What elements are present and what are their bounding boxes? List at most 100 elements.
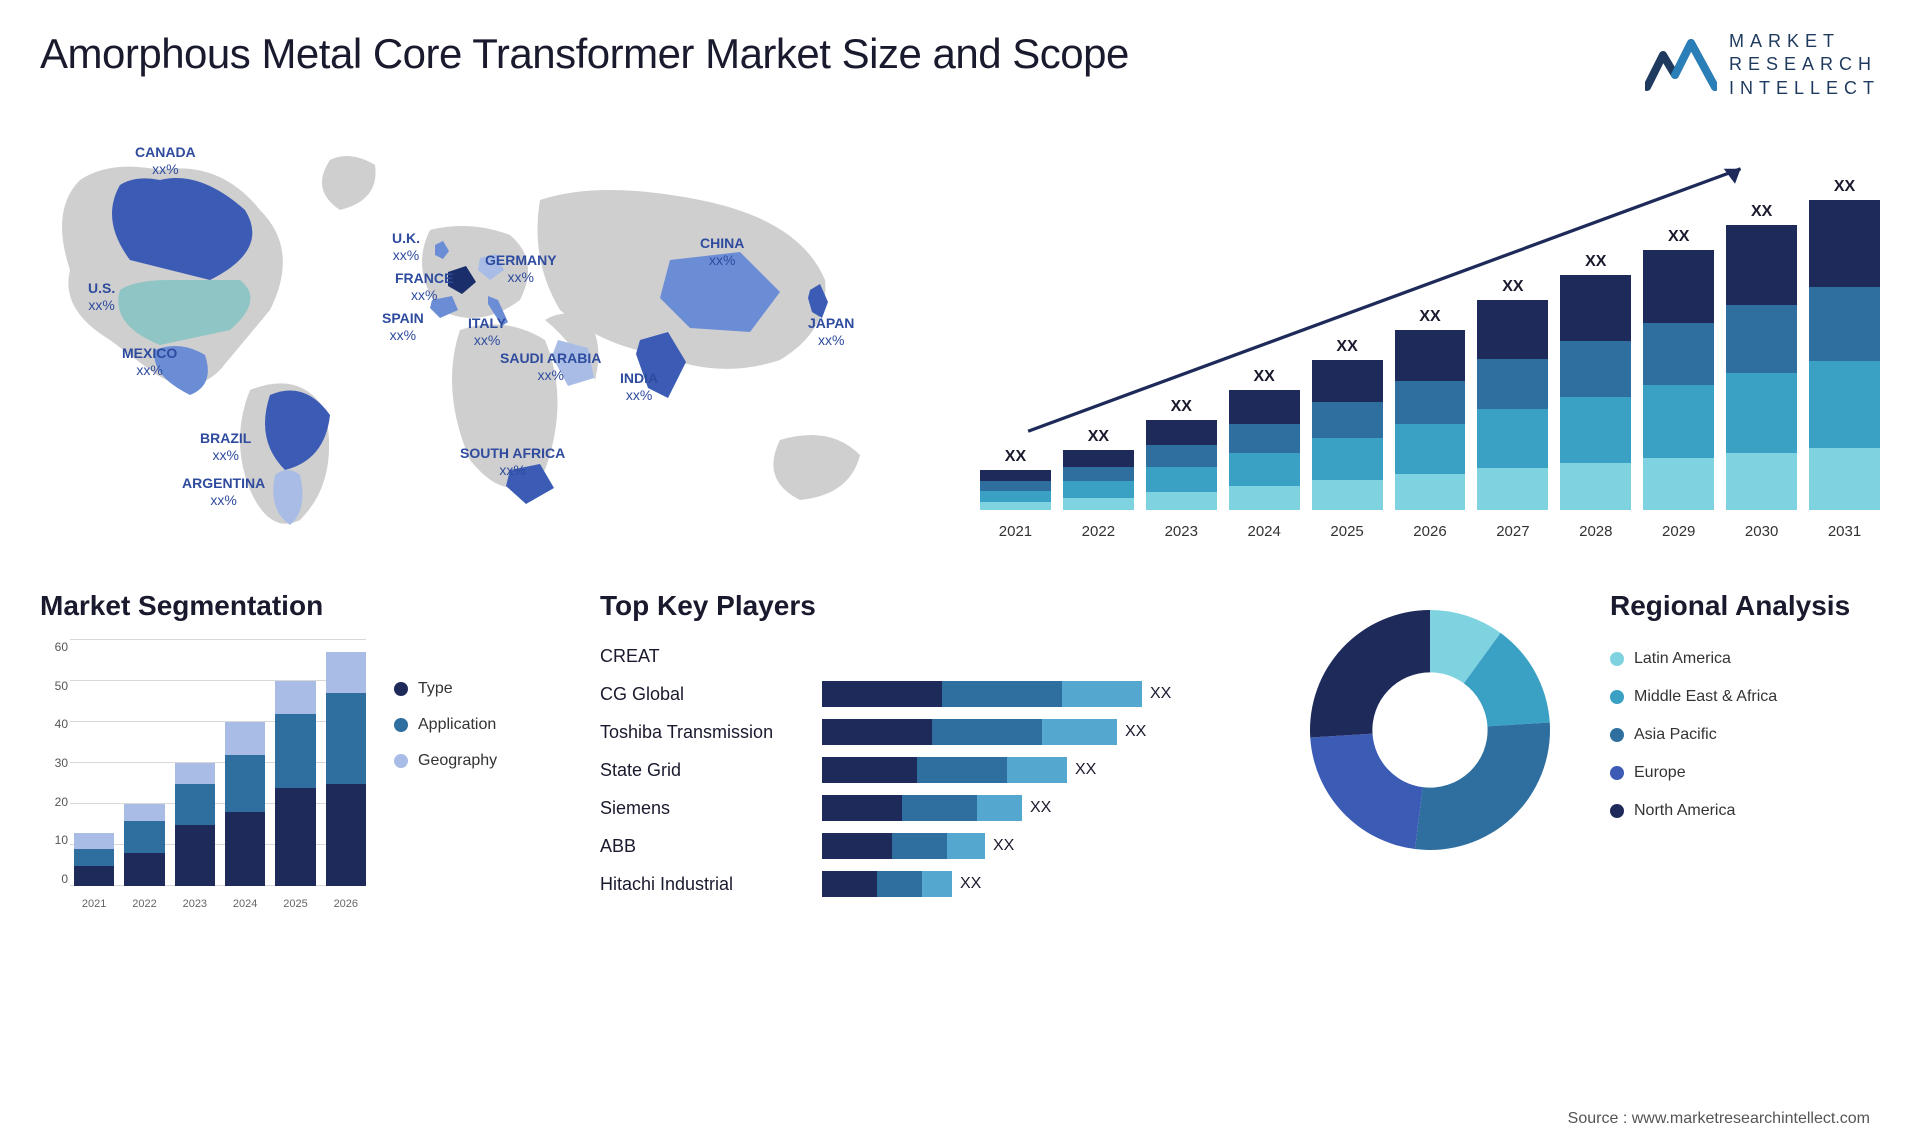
growth-bar: XX (1809, 178, 1880, 510)
legend-item: Application (394, 716, 497, 734)
player-row: State GridXX (600, 754, 1240, 786)
player-name: Hitachi Industrial (600, 874, 810, 895)
map-country-label: BRAZILxx% (200, 430, 251, 464)
bar-value-label: XX (1254, 368, 1275, 386)
legend-label: Europe (1634, 764, 1686, 782)
player-name: CG Global (600, 684, 810, 705)
player-value: XX (960, 875, 981, 893)
regional-panel: Regional Analysis Latin AmericaMiddle Ea… (1280, 590, 1880, 870)
map-country-label: SOUTH AFRICAxx% (460, 445, 565, 479)
map-country-label: CANADAxx% (135, 144, 196, 178)
growth-year-label: 2026 (1395, 523, 1466, 540)
brand-line: INTELLECT (1729, 77, 1880, 100)
player-name: CREAT (600, 646, 810, 667)
legend-swatch (1610, 804, 1624, 818)
legend-item: Type (394, 680, 497, 698)
bar-value-label: XX (1336, 338, 1357, 356)
seg-year-label: 2024 (225, 898, 265, 910)
bar-value-label: XX (1088, 428, 1109, 446)
legend-swatch (394, 754, 408, 768)
seg-bar (275, 681, 315, 886)
growth-bar: XX (1312, 338, 1383, 510)
legend-swatch (394, 682, 408, 696)
legend-label: Middle East & Africa (1634, 688, 1777, 706)
donut-slice (1415, 723, 1550, 851)
donut-slice (1310, 734, 1423, 849)
map-country-label: ARGENTINAxx% (182, 475, 265, 509)
growth-year-label: 2029 (1643, 523, 1714, 540)
legend-label: North America (1634, 802, 1735, 820)
map-country-label: SPAINxx% (382, 310, 424, 344)
growth-bar: XX (1146, 398, 1217, 510)
growth-year-label: 2024 (1229, 523, 1300, 540)
growth-bar: XX (1395, 308, 1466, 510)
seg-year-label: 2023 (175, 898, 215, 910)
player-row: Toshiba TransmissionXX (600, 716, 1240, 748)
legend-label: Asia Pacific (1634, 726, 1717, 744)
growth-year-label: 2022 (1063, 523, 1134, 540)
bar-value-label: XX (1585, 253, 1606, 271)
seg-bar (225, 722, 265, 886)
segmentation-legend: Type Application Geography (394, 640, 497, 910)
growth-year-label: 2028 (1560, 523, 1631, 540)
bar-value-label: XX (1005, 448, 1026, 466)
player-name: Siemens (600, 798, 810, 819)
legend-label: Type (418, 680, 453, 698)
legend-item: North America (1610, 802, 1880, 820)
legend-item: Europe (1610, 764, 1880, 782)
growth-year-label: 2025 (1312, 523, 1383, 540)
regional-legend: Latin America Middle East & Africa Asia Pa… (1610, 640, 1880, 820)
map-country-label: SAUDI ARABIAxx% (500, 350, 601, 384)
growth-year-label: 2030 (1726, 523, 1797, 540)
player-name: ABB (600, 836, 810, 857)
donut-slice (1310, 610, 1430, 738)
player-bar (822, 757, 1067, 783)
legend-label: Geography (418, 752, 497, 770)
legend-swatch (394, 718, 408, 732)
legend-item: Latin America (1610, 650, 1880, 668)
player-value: XX (1075, 761, 1096, 779)
player-value: XX (993, 837, 1014, 855)
map-country-label: FRANCExx% (395, 270, 453, 304)
seg-year-label: 2026 (326, 898, 366, 910)
player-value: XX (1150, 685, 1171, 703)
players-panel: Top Key Players CREATCG GlobalXXToshiba … (600, 590, 1240, 900)
source-attribution: Source : www.marketresearchintellect.com (1568, 1110, 1870, 1128)
player-bar (822, 719, 1117, 745)
growth-bar: XX (1560, 253, 1631, 510)
map-country-label: GERMANYxx% (485, 252, 557, 286)
segmentation-chart: 6050403020100 202120222023202420252026 (40, 640, 370, 910)
legend-item: Middle East & Africa (1610, 688, 1880, 706)
brand-text: MARKET RESEARCH INTELLECT (1729, 30, 1880, 100)
legend-swatch (1610, 766, 1624, 780)
growth-bar: XX (1063, 428, 1134, 510)
map-country-label: U.K.xx% (392, 230, 420, 264)
regional-donut (1280, 590, 1580, 870)
growth-year-label: 2021 (980, 523, 1051, 540)
brand-icon (1645, 37, 1717, 93)
header: Amorphous Metal Core Transformer Market … (40, 30, 1880, 100)
seg-bar (175, 763, 215, 886)
growth-bar-chart: XX XX XX XX XX XX XX XX XX XX XX 2021 2022 2023 2024 2… (980, 140, 1880, 540)
player-row: ABB XX (600, 830, 1240, 862)
brand-line: RESEARCH (1729, 53, 1880, 76)
bar-value-label: XX (1668, 228, 1689, 246)
player-row: CREAT (600, 640, 1240, 672)
map-country-label: U.S.xx% (88, 280, 115, 314)
legend-item: Geography (394, 752, 497, 770)
seg-bar (326, 652, 366, 886)
growth-year-label: 2027 (1477, 523, 1548, 540)
player-name: Toshiba Transmission (600, 722, 810, 743)
player-value: XX (1030, 799, 1051, 817)
bar-value-label: XX (1419, 308, 1440, 326)
seg-bar (124, 804, 164, 886)
segmentation-title: Market Segmentation (40, 590, 560, 622)
growth-bar: XX (1477, 278, 1548, 510)
bar-value-label: XX (1751, 203, 1772, 221)
player-row: Siemens XX (600, 792, 1240, 824)
bar-value-label: XX (1502, 278, 1523, 296)
growth-year-label: 2023 (1146, 523, 1217, 540)
growth-bar: XX (1643, 228, 1714, 510)
growth-year-label: 2031 (1809, 523, 1880, 540)
player-bar (822, 681, 1142, 707)
